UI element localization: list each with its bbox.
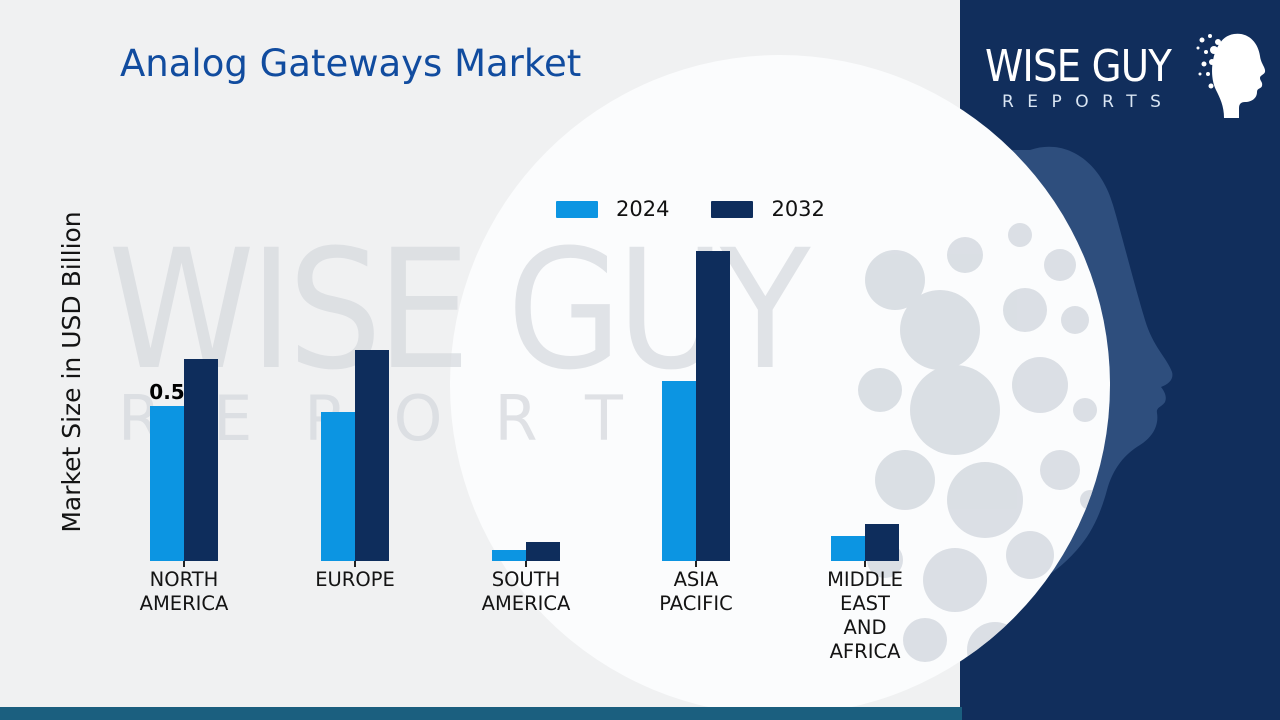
legend-swatch-2032	[711, 200, 754, 218]
watermark-brand-text: WISE GUY	[108, 214, 811, 406]
category-label-south-america: SOUTH AMERICA	[481, 568, 571, 615]
x-axis-tick-asia-pacific	[695, 561, 697, 567]
legend-swatch-2024	[556, 200, 598, 218]
x-axis-tick-europe	[354, 561, 356, 567]
bar-2032-asia-pacific	[696, 251, 730, 561]
bottom-accent-strip	[0, 707, 962, 720]
category-label-asia-pacific: ASIA PACIFIC	[659, 568, 733, 615]
legend: 2024 2032	[556, 197, 825, 221]
bar-2024-europe	[321, 412, 355, 561]
legend-item-2032: 2032	[711, 197, 825, 221]
chart-title: Analog Gateways Market	[120, 42, 582, 85]
logo-brand-text: WISE GUY	[985, 41, 1172, 92]
legend-item-2024: 2024	[556, 197, 669, 221]
bar-2024-asia-pacific	[662, 381, 696, 561]
legend-label-2024: 2024	[616, 197, 670, 221]
bar-2024-south-america	[492, 550, 526, 561]
legend-label-2032: 2032	[771, 197, 825, 221]
logo-head-icon	[1196, 33, 1266, 118]
bar-2032-europe	[355, 350, 389, 561]
bar-2024-north-america	[150, 406, 184, 561]
watermark-dot-face-icon	[858, 223, 1100, 715]
x-axis-tick-middle-east-and-africa	[864, 561, 866, 567]
data-label-north-america-2024: 0.5	[149, 380, 185, 404]
category-label-north-america: NORTH AMERICA	[139, 568, 229, 615]
background-circle	[450, 55, 1110, 715]
category-label-europe: EUROPE	[315, 568, 395, 591]
bar-2032-north-america	[184, 359, 218, 561]
x-axis-tick-south-america	[525, 561, 527, 567]
bar-2032-middle-east-and-africa	[865, 524, 899, 561]
x-axis-tick-north-america	[183, 561, 185, 567]
logo-tagline-text: REPORTS	[1002, 92, 1175, 112]
category-label-middle-east-and-africa: MIDDLE EAST AND AFRICA	[827, 568, 903, 663]
bar-2032-south-america	[526, 542, 560, 561]
bar-2024-middle-east-and-africa	[831, 536, 865, 561]
